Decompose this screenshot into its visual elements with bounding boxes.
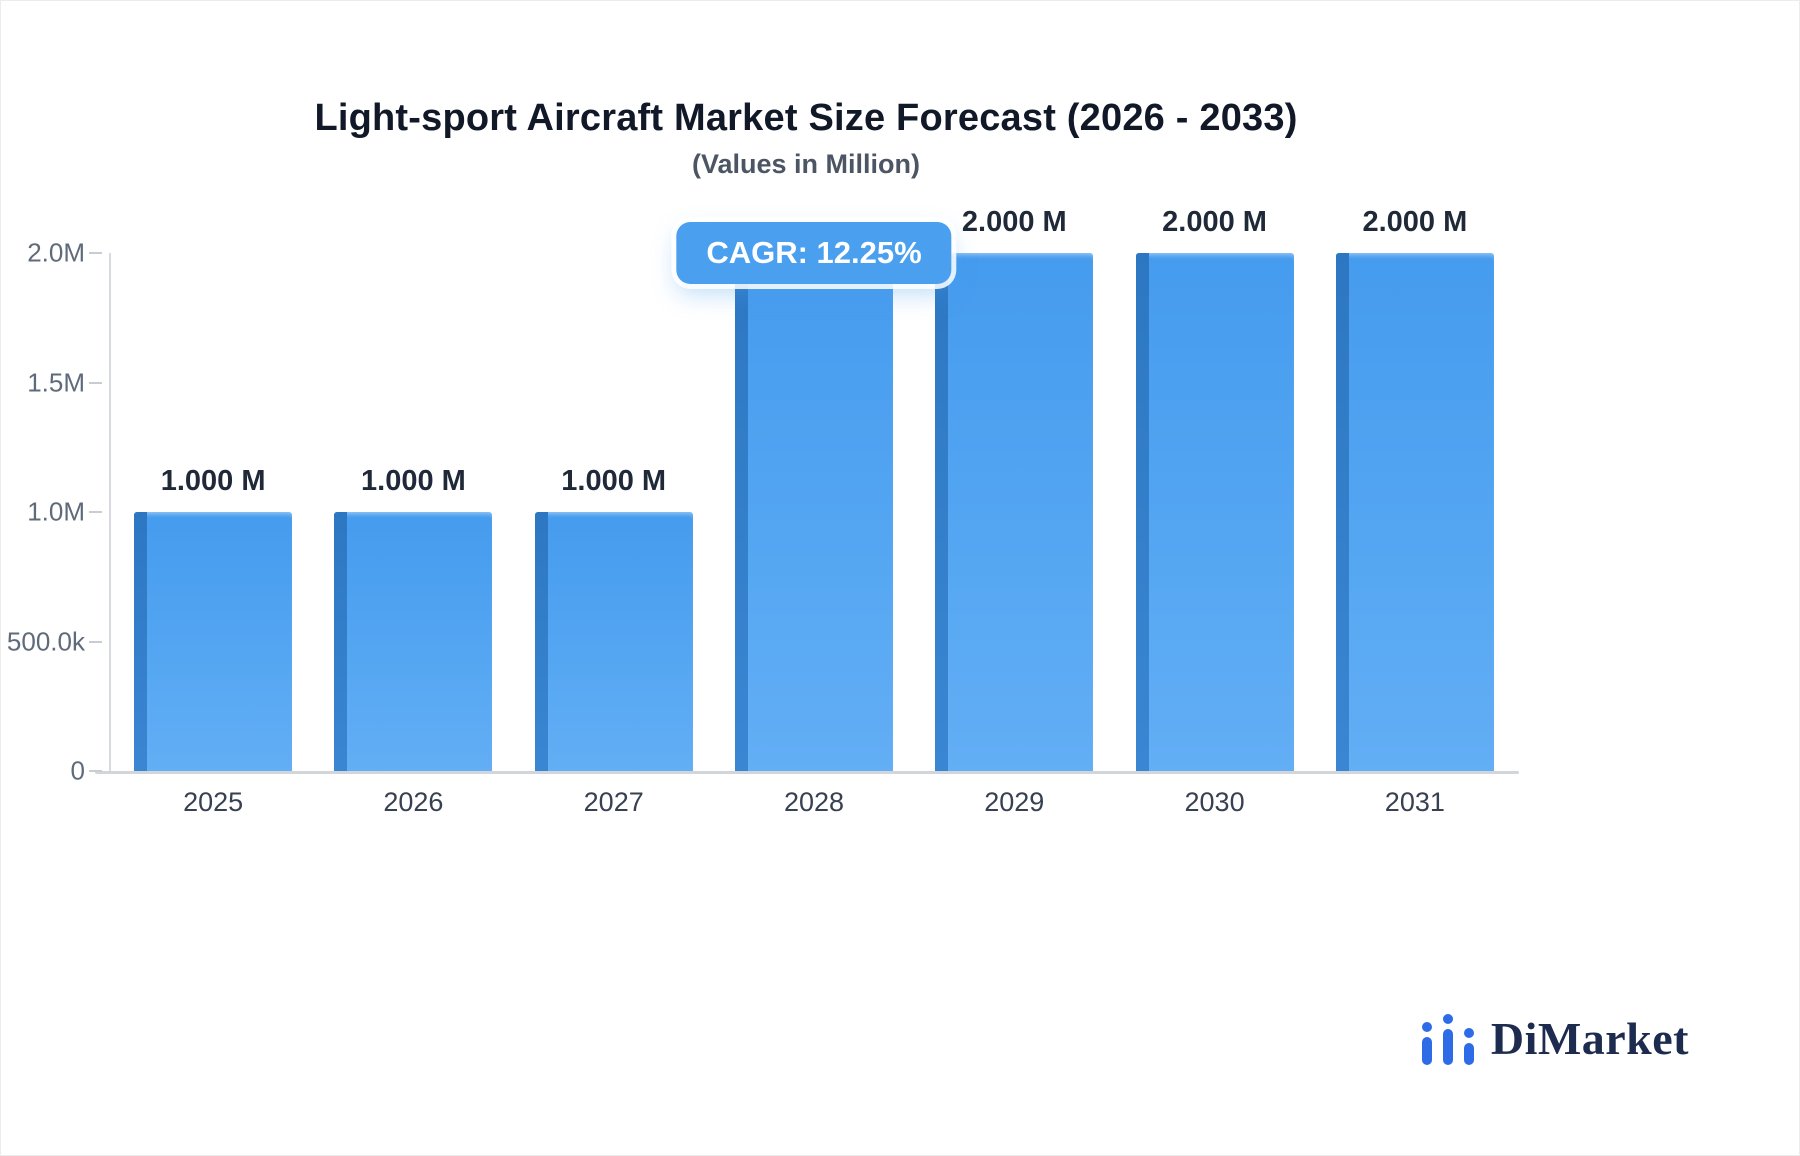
bar-value-label: 2.000 M <box>1362 206 1468 238</box>
cagr-badge: CAGR: 12.25% <box>676 222 952 284</box>
x-tick-label: 2027 <box>583 787 644 817</box>
x-tick-label: 2029 <box>984 787 1045 817</box>
bar-2026 <box>334 512 493 771</box>
y-tick-mark <box>89 640 102 643</box>
chart-title: Light-sport Aircraft Market Size Forecas… <box>314 97 1298 139</box>
x-tick-label: 2028 <box>783 787 845 817</box>
bar-2030 <box>1135 253 1294 771</box>
bar-side-shade <box>1135 253 1149 771</box>
chart-subtitle: (Values in Million) <box>691 149 921 179</box>
bar-chart-logo-icon <box>1421 1013 1474 1065</box>
bar-2029 <box>935 253 1094 771</box>
bar-side-shade <box>735 253 748 771</box>
bar-side-shade <box>1335 253 1349 771</box>
x-tick-label: 2031 <box>1384 787 1445 817</box>
y-axis-line <box>109 253 111 771</box>
y-tick-mark <box>89 381 102 384</box>
bar-value-label: 2.000 M <box>961 206 1067 238</box>
y-tick-label: 500.0k <box>6 626 85 656</box>
y-tick-mark <box>89 252 102 254</box>
x-tick-label: 2025 <box>183 787 244 817</box>
bar-side-shade <box>534 512 548 771</box>
bar-value-label: 2.000 M <box>1162 206 1267 238</box>
bar-side-shade <box>334 512 348 771</box>
bar-2027 <box>534 512 693 771</box>
bar-2028 <box>735 253 893 771</box>
y-tick-label: 0 <box>70 755 85 786</box>
y-tick-mark <box>89 511 102 513</box>
bar-value-label: 1.000 M <box>561 465 667 497</box>
y-tick-mark <box>89 770 102 772</box>
bar-value-label: 1.000 M <box>160 465 266 497</box>
x-tick-label: 2030 <box>1184 787 1245 817</box>
brand-logo: DiMarket <box>1419 1012 1689 1065</box>
y-tick-label: 1.0M <box>27 496 85 527</box>
bar-side-shade <box>134 512 148 771</box>
y-tick-label: 2.0M <box>27 237 85 268</box>
bar-value-label: 1.000 M <box>361 465 466 497</box>
brand-logo-text: DiMarket <box>1490 1013 1689 1064</box>
bar-2025 <box>134 512 293 771</box>
x-axis-line <box>95 771 1519 774</box>
bar-2031 <box>1335 253 1494 771</box>
y-tick-label: 1.5M <box>27 367 85 397</box>
x-tick-label: 2026 <box>383 787 444 817</box>
bar-side-shade <box>935 253 949 771</box>
